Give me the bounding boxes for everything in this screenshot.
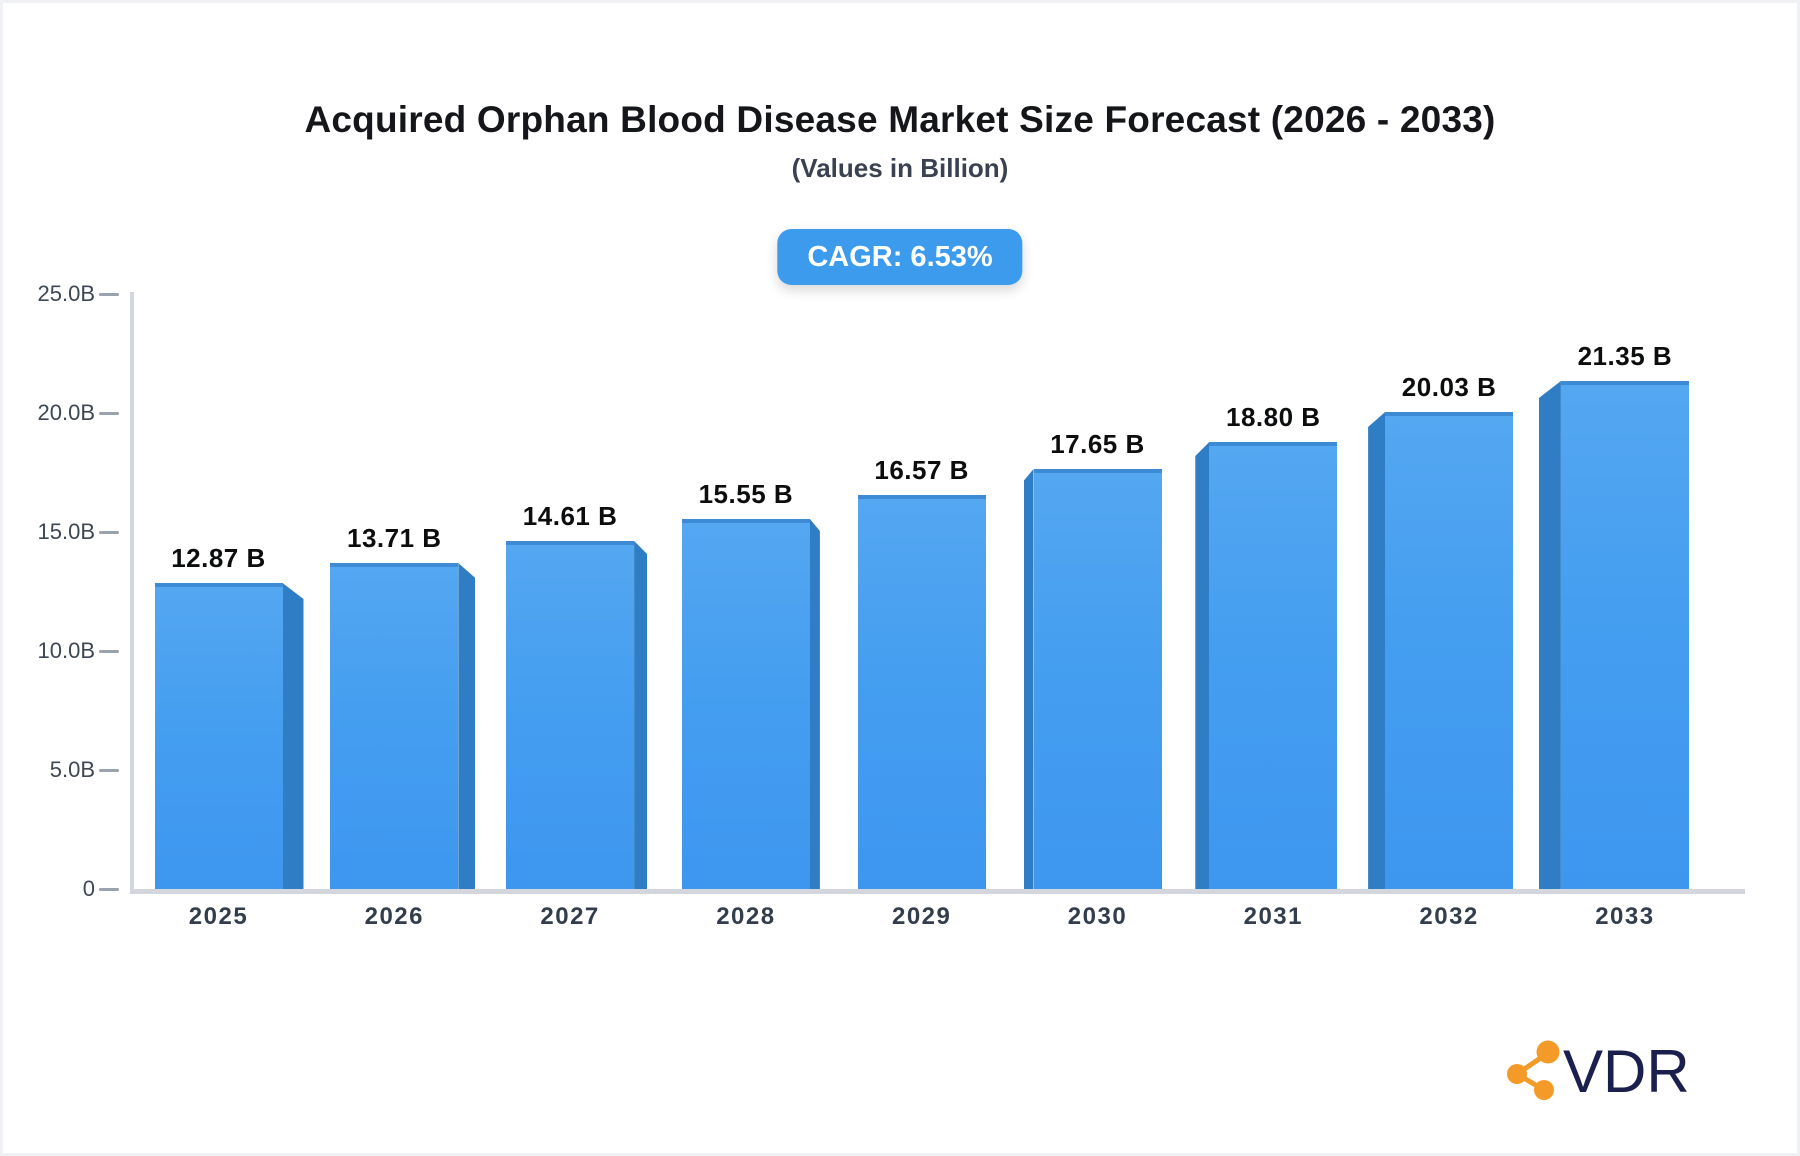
bar-value-label: 18.80 B (1226, 402, 1321, 432)
bar-value-label: 15.55 B (698, 479, 794, 509)
y-axis-line (130, 292, 134, 894)
bar-2032 (1385, 412, 1514, 889)
x-tick-label-2031: 2031 (1243, 903, 1303, 930)
bar-3d-side (1195, 442, 1210, 889)
y-tick-mark (99, 292, 119, 296)
cagr-badge: CAGR: 6.53% (777, 229, 1023, 285)
chart-title: Acquired Orphan Blood Disease Market Siz… (304, 99, 1496, 140)
bar-value-label: 13.71 B (347, 523, 442, 553)
bar-value-label: 21.35 B (1577, 341, 1673, 371)
x-tick-label-2032: 2032 (1419, 903, 1479, 930)
logo-text: VDR (1563, 1038, 1690, 1105)
bar-3d-side (634, 541, 648, 889)
y-tick-mark (99, 530, 119, 534)
share-nodes-icon (1507, 1040, 1560, 1100)
bar-value-label: 14.61 B (522, 501, 618, 531)
bar-value-label: 17.65 B (1050, 429, 1145, 459)
x-axis-line (130, 889, 1745, 894)
x-tick-label-2029: 2029 (891, 903, 952, 930)
y-tick-label: 25.0B (37, 281, 96, 306)
x-tick-label-2030: 2030 (1067, 903, 1128, 930)
bar-2027 (506, 541, 635, 889)
y-tick-mark (99, 411, 119, 415)
bar-value-label: 16.57 B (874, 455, 969, 485)
y-tick-label: 10.0B (37, 638, 96, 663)
x-tick-label-2025: 2025 (188, 903, 249, 930)
bar-2033 (1560, 381, 1689, 889)
y-tick-label: 5.0B (49, 757, 95, 782)
y-tick-mark (99, 649, 119, 653)
bar-2030 (1033, 469, 1162, 889)
bar-2028 (681, 519, 810, 889)
x-tick-label-2027: 2027 (540, 903, 600, 930)
bar-value-label: 12.87 B (171, 543, 266, 573)
bar-3d-side (1023, 469, 1034, 889)
x-tick-label-2026: 2026 (364, 903, 424, 930)
bar-value-label: 20.03 B (1401, 372, 1497, 402)
bar-2029 (857, 495, 986, 889)
y-tick-label: 0 (82, 876, 95, 901)
bar-2031 (1209, 442, 1338, 889)
bar-2026 (330, 563, 459, 889)
chart-subtitle: (Values in Billion) (791, 153, 1009, 183)
bar-3d-side (458, 563, 476, 889)
y-tick-label: 15.0B (37, 519, 96, 544)
x-tick-label-2033: 2033 (1595, 903, 1655, 930)
bar-3d-side (809, 519, 820, 889)
y-tick-mark (99, 768, 119, 772)
y-tick-mark (99, 887, 119, 891)
bar-3d-side (1538, 381, 1561, 889)
vdr-logo: VDR (1499, 1033, 1759, 1113)
bar-3d-side (1368, 412, 1386, 889)
bar-2025 (154, 583, 283, 889)
y-tick-label: 20.0B (37, 400, 96, 425)
bar-3d-side (282, 583, 304, 889)
x-tick-label-2028: 2028 (716, 903, 776, 930)
